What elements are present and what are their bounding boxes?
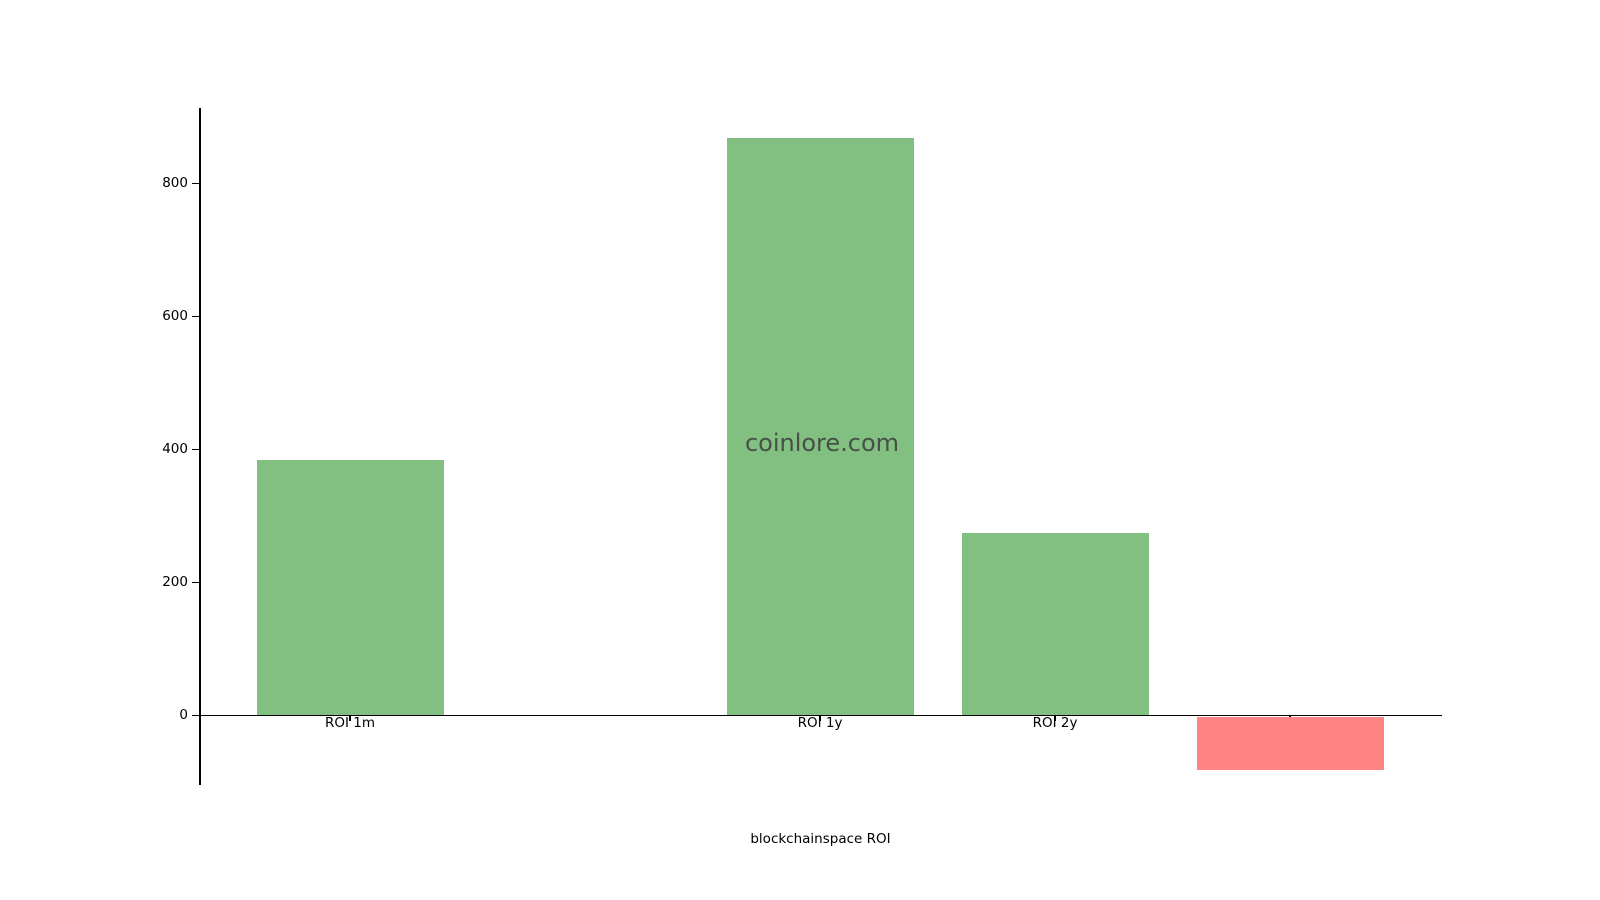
y-tick-mark	[192, 315, 199, 318]
y-tick-label: 200	[162, 573, 188, 590]
y-tick-mark	[192, 714, 199, 717]
y-tick-label: 0	[179, 706, 188, 723]
x-tick-label: ROI 1m	[324, 715, 376, 731]
bar-roi-2y	[961, 532, 1149, 716]
chart-title: blockchainspace ROI	[750, 831, 891, 847]
y-tick-mark	[192, 182, 199, 185]
y-tick-mark	[192, 581, 199, 584]
x-tick-mark	[349, 716, 351, 721]
x-tick-label: ROI 2y	[1032, 715, 1078, 731]
bar-roi-1y	[726, 138, 914, 716]
x-tick-label: ROI 1y	[797, 715, 843, 731]
y-tick-label: 400	[162, 440, 188, 457]
y-tick-label: 600	[162, 307, 188, 324]
y-tick-mark	[192, 448, 199, 451]
x-tick-mark	[1054, 716, 1056, 721]
y-axis-spine	[199, 108, 201, 785]
x-tick-mark	[819, 716, 821, 721]
y-tick-label: 800	[162, 174, 188, 191]
x-axis-zero-line	[199, 714, 1442, 717]
bar-negative-3	[1196, 716, 1384, 770]
bar-roi-1m	[256, 460, 444, 716]
watermark-text: coinlore.com	[744, 429, 900, 457]
